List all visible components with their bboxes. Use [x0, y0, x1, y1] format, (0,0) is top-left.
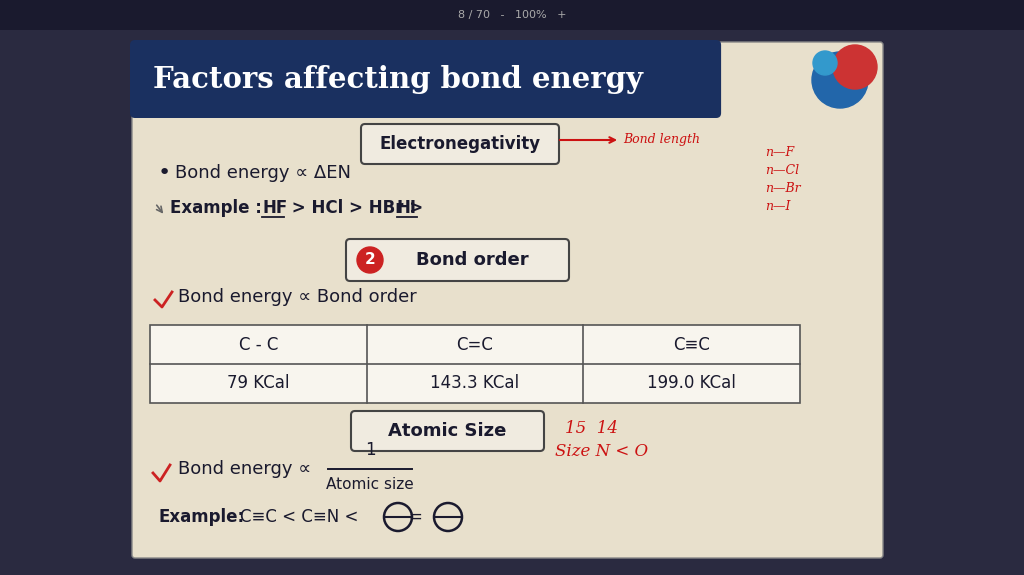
Bar	[0, 0, 1024, 30]
Text: C≡C: C≡C	[673, 335, 710, 354]
FancyBboxPatch shape	[361, 124, 559, 164]
Circle shape	[357, 247, 383, 273]
Text: n—I: n—I	[765, 201, 791, 213]
Text: Bond order: Bond order	[416, 251, 528, 269]
Text: Atomic Size: Atomic Size	[388, 422, 507, 440]
Text: Example :: Example :	[170, 199, 267, 217]
Text: n—Cl: n—Cl	[765, 164, 799, 178]
Text: Electronegativity: Electronegativity	[380, 135, 541, 153]
Text: C≡C < C≡N <: C≡C < C≡N <	[240, 508, 364, 526]
Text: C=C: C=C	[457, 335, 494, 354]
FancyBboxPatch shape	[346, 239, 569, 281]
Text: 15  14: 15 14	[565, 420, 618, 437]
Text: > HCl > HBr >: > HCl > HBr >	[286, 199, 429, 217]
Text: 79 KCal: 79 KCal	[227, 374, 290, 393]
Text: 8 / 70   -   100%   +: 8 / 70 - 100% +	[458, 10, 566, 20]
FancyBboxPatch shape	[130, 40, 721, 118]
Text: n—F: n—F	[765, 147, 795, 159]
Text: •: •	[158, 163, 171, 183]
Text: Atomic size: Atomic size	[326, 477, 414, 492]
Text: Size N < O: Size N < O	[555, 443, 648, 460]
Circle shape	[812, 52, 868, 108]
FancyBboxPatch shape	[351, 411, 544, 451]
Text: Bond length: Bond length	[623, 133, 700, 147]
Text: =: =	[408, 508, 422, 526]
Text: 199.0 KCal: 199.0 KCal	[647, 374, 736, 393]
Text: Factors affecting bond energy: Factors affecting bond energy	[153, 64, 643, 94]
Text: HF: HF	[262, 199, 288, 217]
Text: 2: 2	[365, 252, 376, 267]
Text: n—Br: n—Br	[765, 182, 801, 196]
Text: Bond energy ∝ ΔEN: Bond energy ∝ ΔEN	[175, 164, 351, 182]
Text: Bond energy ∝ Bond order: Bond energy ∝ Bond order	[178, 288, 417, 306]
Text: C - C: C - C	[239, 335, 279, 354]
Circle shape	[833, 45, 877, 89]
Circle shape	[813, 51, 837, 75]
Text: 143.3 KCal: 143.3 KCal	[430, 374, 519, 393]
FancyBboxPatch shape	[132, 42, 883, 558]
Text: 1: 1	[365, 441, 376, 459]
Text: Example:: Example:	[158, 508, 244, 526]
Bar	[150, 325, 800, 403]
Text: Bond energy ∝: Bond energy ∝	[178, 460, 311, 478]
Text: HI: HI	[397, 199, 417, 217]
